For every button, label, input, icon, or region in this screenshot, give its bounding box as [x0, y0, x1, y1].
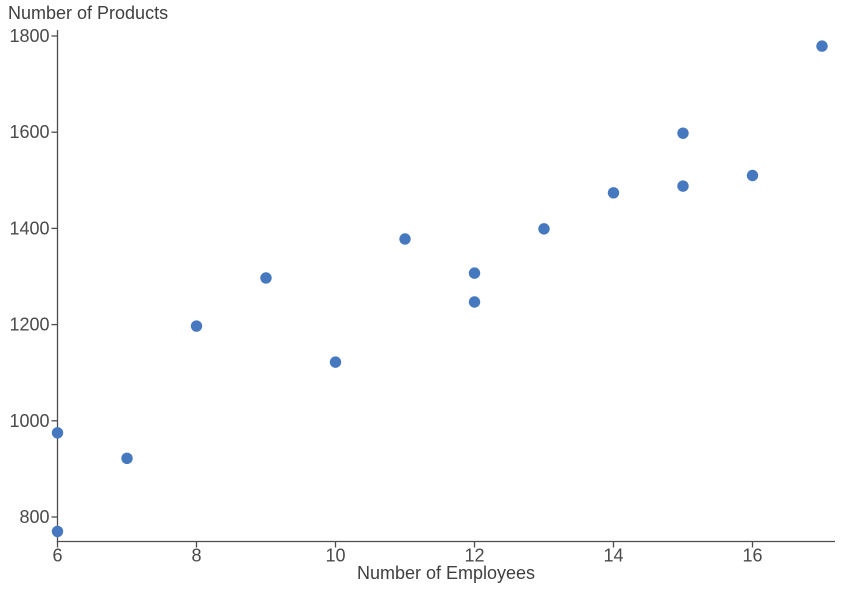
y-tick-label: 1400	[9, 218, 49, 238]
scatter-point	[51, 427, 64, 439]
scatter-point	[468, 296, 481, 308]
scatter-point	[607, 187, 620, 199]
scatter-point	[51, 525, 64, 538]
scatter-point	[677, 180, 689, 192]
x-tick-label: 12	[464, 546, 484, 566]
scatter-point	[399, 233, 411, 245]
x-tick-label: 10	[325, 546, 345, 566]
scatter-point	[677, 127, 689, 139]
x-tick-label: 8	[191, 546, 201, 566]
x-tick-label: 6	[52, 546, 62, 566]
scatter-point	[746, 169, 759, 182]
y-tick-label: 1600	[9, 122, 49, 142]
y-tick-label: 1800	[9, 26, 49, 46]
y-tick-label: 800	[19, 507, 49, 527]
scatter-point	[329, 356, 342, 368]
scatter-point	[816, 40, 828, 52]
scatter-point	[538, 223, 550, 235]
y-tick-label: 1200	[9, 315, 49, 335]
y-tick-label: 1000	[9, 411, 49, 431]
scatter-point	[121, 452, 133, 465]
x-tick-label: 14	[603, 546, 623, 566]
x-tick-label: 16	[742, 546, 762, 566]
scatter-point	[260, 272, 272, 284]
y-axis-title: Number of Products	[8, 3, 169, 23]
scatter-point	[190, 320, 203, 332]
scatter-point	[468, 267, 481, 279]
x-axis-title: Number of Employees	[356, 563, 536, 583]
